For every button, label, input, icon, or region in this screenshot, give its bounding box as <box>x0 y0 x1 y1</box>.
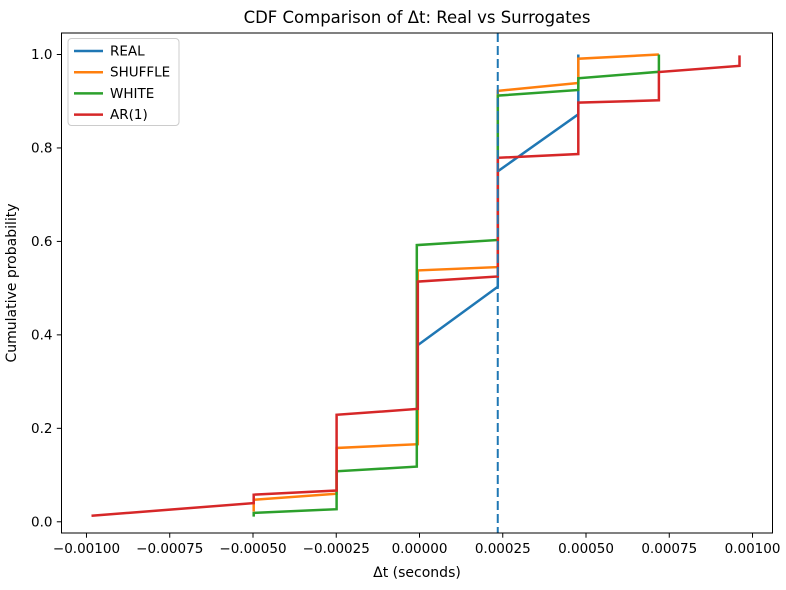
x-tick-label: 0.00075 <box>641 541 697 557</box>
legend-label-white: WHITE <box>110 86 154 102</box>
x-tick-label: −0.00025 <box>303 541 370 557</box>
x-tick-label: 0.00025 <box>475 541 531 557</box>
x-axis-label: Δt (seconds) <box>373 565 461 581</box>
x-tick-label: 0.00050 <box>558 541 614 557</box>
y-tick-label: 0.4 <box>31 327 52 343</box>
x-tick-label: −0.00075 <box>136 541 203 557</box>
y-tick-label: 1.0 <box>31 47 52 63</box>
plot-area: −0.00100 −0.00075 −0.00050 −0.00025 0.00000 0… <box>31 32 781 557</box>
y-tick-label: 0.6 <box>31 234 52 250</box>
legend-label-shuffle: SHUFFLE <box>110 65 170 81</box>
series-line-ar1 <box>91 55 741 517</box>
chart-title: CDF Comparison of Δt: Real vs Surrogates <box>244 8 591 27</box>
x-tick-label: 0.00100 <box>725 541 781 557</box>
legend-box <box>67 38 180 126</box>
x-tick-label: −0.00100 <box>53 541 120 557</box>
y-axis-label: Cumulative probability <box>4 203 20 362</box>
y-tick-label: 0.0 <box>31 514 52 530</box>
axes-spines <box>61 32 773 534</box>
series-line-white <box>252 54 661 517</box>
y-tick-label: 0.2 <box>31 421 52 437</box>
legend-label-ar1: AR(1) <box>110 107 148 123</box>
x-tick-label: 0.00000 <box>392 541 448 557</box>
y-tick-label: 0.8 <box>31 140 52 156</box>
series-line-shuffle <box>252 53 659 512</box>
legend-label-real: REAL <box>110 44 145 60</box>
x-tick-label: −0.00050 <box>219 541 286 557</box>
